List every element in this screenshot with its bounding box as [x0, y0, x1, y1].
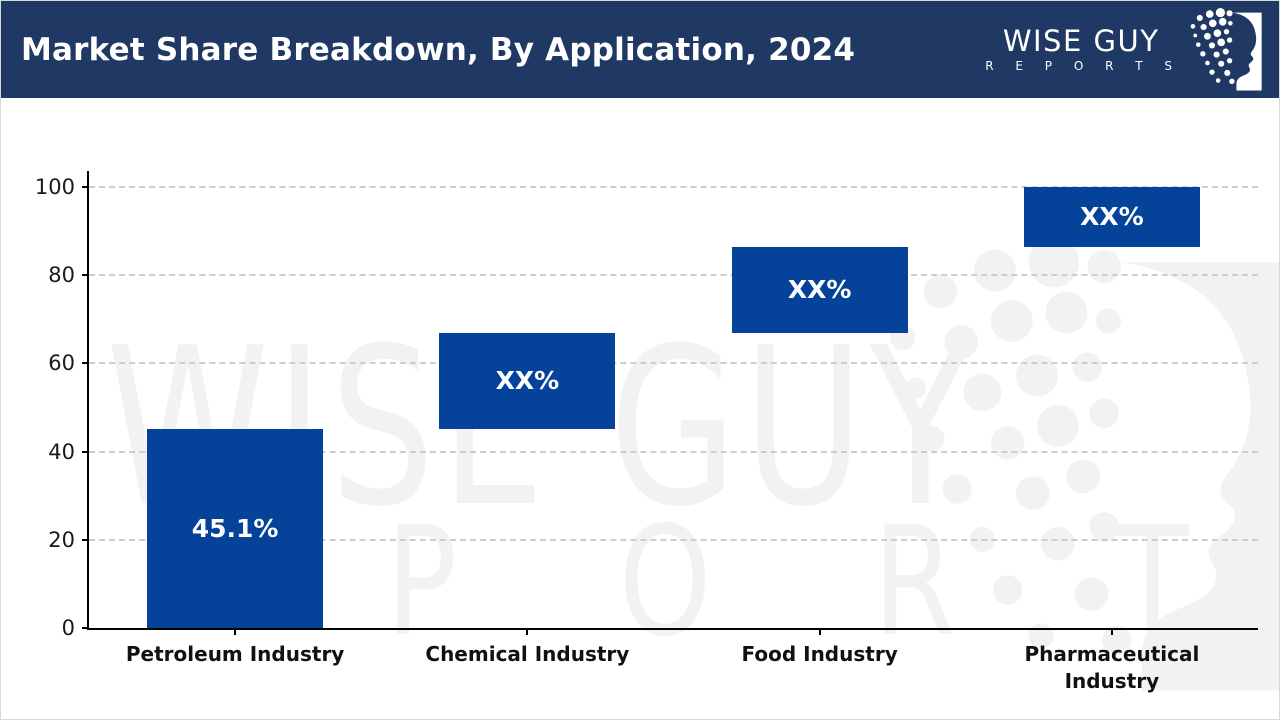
bar-chemical-industry: XX% — [439, 332, 616, 430]
x-axis-tick — [526, 628, 529, 635]
x-axis-tick — [818, 628, 821, 635]
y-axis-tick — [82, 274, 89, 277]
dotted-profile-face-icon — [1190, 7, 1262, 90]
bar-value-label: XX% — [495, 366, 560, 396]
y-axis-tick-label: 40 — [48, 439, 75, 464]
y-axis-tick-label: 80 — [48, 263, 75, 288]
gridline-y60 — [89, 362, 1258, 365]
y-axis-tick-label: 60 — [48, 351, 75, 376]
bar-value-label: XX% — [1080, 202, 1144, 232]
y-axis-tick-label: 100 — [34, 175, 75, 199]
y-axis-tick — [82, 538, 89, 541]
header-bar: Market Share Breakdown, By Application, … — [1, 1, 1279, 98]
logo-text: WISE GUY R E P O R T S — [981, 24, 1181, 73]
logo-wordmark: WISE GUY — [1002, 24, 1160, 59]
waterfall-bar-chart: 0 20 40 60 80 100 45.1% Petroleum Industry XX% Ch… — [1, 98, 1279, 719]
bar-pharmaceutical-industry: XX% — [1023, 187, 1200, 247]
category-label: Chemical Industry — [425, 642, 630, 666]
y-axis-tick — [82, 450, 89, 453]
page-title: Market Share Breakdown, By Application, … — [21, 31, 856, 68]
y-axis-tick — [82, 186, 89, 188]
bar-petroleum-industry: 45.1% — [147, 429, 324, 628]
y-axis-line — [87, 171, 89, 628]
y-axis-tick — [82, 362, 89, 365]
bar-food-industry: XX% — [731, 246, 908, 333]
gridline-y80 — [89, 274, 1258, 277]
y-axis-tick-label: 20 — [48, 527, 75, 552]
wise-guy-reports-logo: WISE GUY R E P O R T S — [981, 7, 1267, 92]
y-axis-tick — [82, 627, 89, 629]
x-axis-tick — [234, 628, 237, 635]
category-label: Pharmaceutical Industry — [1024, 642, 1200, 693]
gridline-y100 — [89, 186, 1258, 188]
logo-subtitle: R E P O R T S — [985, 58, 1181, 73]
category-label: Petroleum Industry — [125, 642, 345, 666]
gridline-y20 — [89, 538, 1258, 541]
bar-value-label: 45.1% — [191, 514, 279, 544]
gridline-y40 — [89, 450, 1258, 453]
category-label: Food Industry — [741, 642, 898, 666]
bar-value-label: XX% — [787, 275, 852, 305]
x-axis-line — [87, 628, 1258, 630]
y-axis-tick-label: 0 — [61, 616, 75, 640]
x-axis-tick — [1110, 628, 1113, 635]
